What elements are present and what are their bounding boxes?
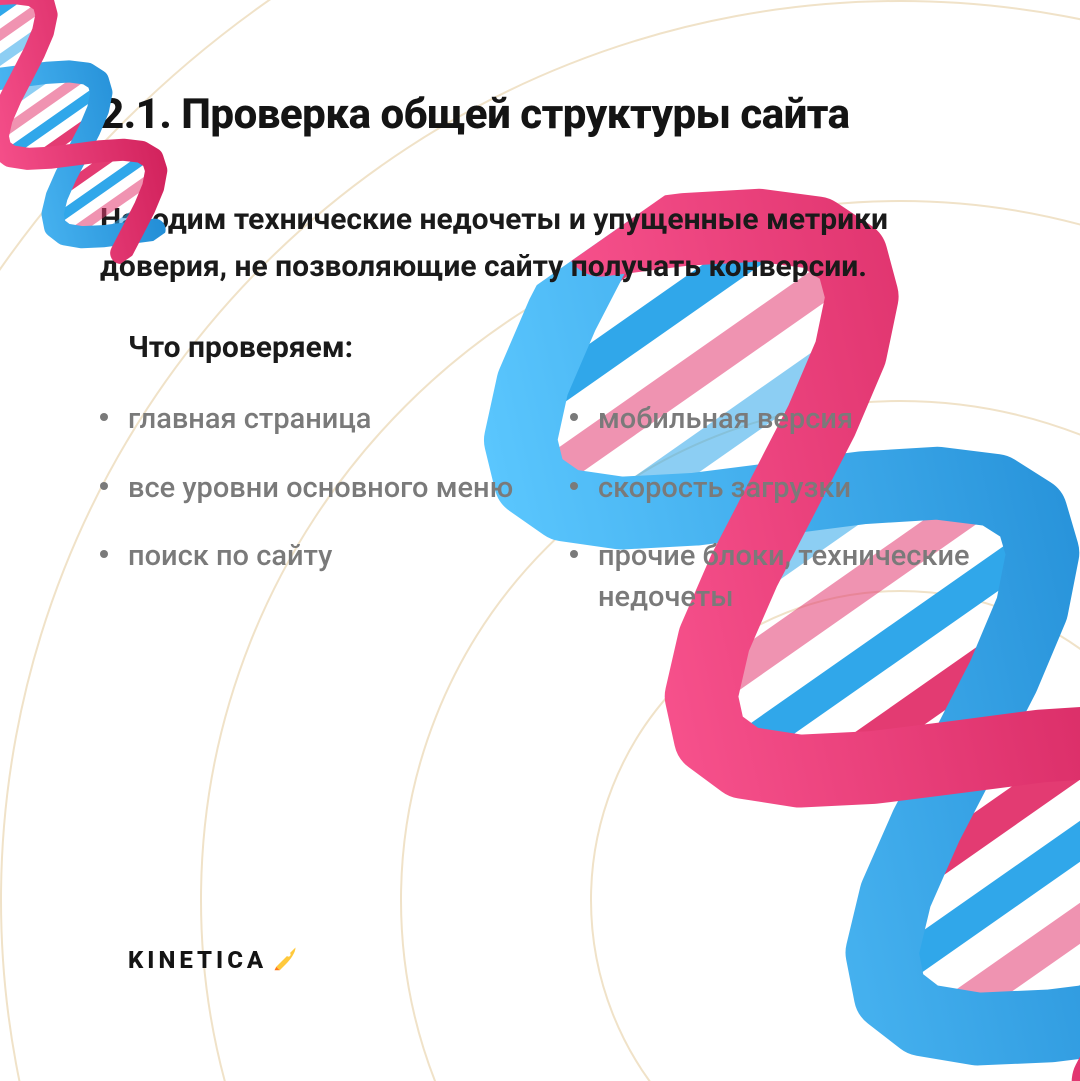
- background-ring: [590, 590, 1080, 1081]
- brand-text: KINETICA: [128, 946, 267, 974]
- brand-mark: KINETICA: [128, 944, 299, 976]
- bullet-icon: [570, 413, 578, 421]
- content-area: 2.1. Проверка общей структуры сайта Нахо…: [0, 0, 1080, 645]
- check-list-item-text: все уровни основного меню: [128, 468, 513, 509]
- subheading: Что проверяем:: [128, 330, 990, 365]
- page-heading: 2.1. Проверка общей структуры сайта: [100, 90, 990, 139]
- check-list-item: главная страница: [100, 399, 560, 440]
- bullet-icon: [570, 550, 578, 558]
- check-list-item-text: мобильная версия: [598, 399, 853, 440]
- check-list-item-text: прочие блоки, технические недочеты: [598, 536, 990, 617]
- bullet-icon: [100, 482, 108, 490]
- bullet-icon: [570, 482, 578, 490]
- check-list-column: мобильная версия скорость загрузки прочие …: [570, 399, 990, 645]
- check-list-item: все уровни основного меню: [100, 468, 560, 509]
- check-list-item: прочие блоки, технические недочеты: [570, 536, 990, 617]
- check-list-item: мобильная версия: [570, 399, 990, 440]
- check-list-item-text: поиск по сайту: [128, 536, 332, 577]
- check-list-columns: главная страница все уровни основного мен…: [100, 399, 990, 645]
- rocket-icon: [271, 944, 299, 976]
- check-list: главная страница все уровни основного мен…: [100, 399, 560, 577]
- check-list-column: главная страница все уровни основного мен…: [100, 399, 560, 645]
- check-list-item: поиск по сайту: [100, 536, 560, 577]
- check-list-item-text: скорость загрузки: [598, 468, 851, 509]
- check-list: мобильная версия скорость загрузки прочие …: [570, 399, 990, 617]
- bullet-icon: [100, 550, 108, 558]
- check-list-item-text: главная страница: [128, 399, 371, 440]
- intro-paragraph: Находим технические недочеты и упущенные…: [100, 197, 990, 290]
- bullet-icon: [100, 413, 108, 421]
- check-list-item: скорость загрузки: [570, 468, 990, 509]
